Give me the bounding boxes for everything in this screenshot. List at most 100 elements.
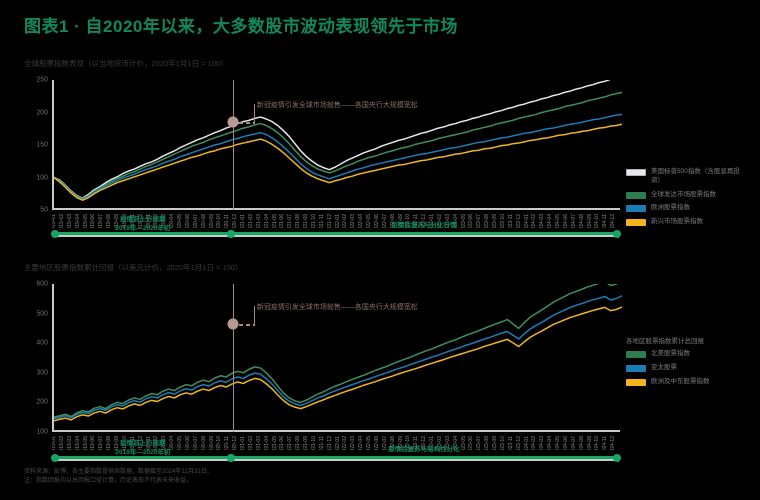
x-axis-tick-label: 2019-01: [52, 436, 57, 450]
event-connector: [238, 122, 255, 124]
y-axis-tick-label: 250: [36, 76, 48, 84]
x-axis-tick-label: 2021-03: [255, 214, 262, 228]
x-axis-tick-label: 2021-04: [263, 214, 270, 228]
legend-item[interactable]: 美国标普500指数（含股息再投资）: [626, 168, 747, 186]
x-axis-tick-label: 2022-05: [366, 214, 372, 228]
x-axis-tick-label: 2024-04: [547, 436, 554, 450]
event-label: 新冠疫情引发全球市场抛售——各国央行大规模宽松: [256, 304, 418, 311]
timeline-label-line-2: 2019年—2020年初: [115, 224, 171, 232]
x-axis-tick-label: 2020-05: [177, 214, 183, 228]
panel-subtitle: 主要地区股票指数累计回报（以美元计价，2020年1月1日 = 100）: [24, 263, 243, 272]
legend-item-label: 全球发达市场股票指数: [651, 190, 716, 198]
x-axis-tick-label: 2022-06: [373, 214, 380, 228]
timeline-track: [54, 456, 231, 459]
timeline-end-cap: [613, 453, 622, 462]
x-axis-tick-label: 2021-12: [326, 214, 333, 228]
legend-item[interactable]: 北美股票指数: [626, 350, 710, 359]
event-marker-dot: [227, 116, 239, 128]
x-axis-tick-label: 2020-06: [184, 436, 191, 450]
swatch-yellow: [626, 219, 646, 227]
x-axis-tick-label: 2024-07: [570, 214, 577, 228]
y-axis-tick-label: 200: [36, 398, 48, 406]
event-vertical-line: [232, 80, 235, 210]
timeline-label: 疫情前上行周期 2019年—2020年初: [115, 216, 170, 234]
x-axis-tick-label: 2024-06: [562, 436, 569, 450]
plot-area: 600 500 400 300 200 100 新冠疫情引发全球市场抛售——各国央行大规模宽…: [36, 281, 622, 436]
x-axis-tick-label: 2023-08: [484, 214, 491, 228]
x-axis-tick-label: 2021-09: [303, 214, 309, 228]
x-axis-tick-label: 2021-01: [240, 214, 246, 228]
y-axis-tick-label: 50: [40, 206, 48, 214]
y-axis-tick-label: 100: [36, 174, 48, 181]
x-axis-tick-label: 2019-01: [52, 214, 57, 228]
panel-subtitle: 全球股票指数表现（以当地货币计价，2020年1月1日 = 100）: [24, 59, 228, 68]
x-axis-tick-label: 2024-12: [610, 214, 617, 228]
x-axis-tick-label: 2019-08: [106, 214, 113, 228]
swatch-green: [626, 191, 646, 199]
event-riser-line: [253, 104, 256, 123]
x-axis-tick-label: 2022-07: [381, 214, 388, 228]
x-axis-tick-label: 2020-07: [192, 214, 199, 228]
swatch-blue: [626, 365, 646, 373]
legend-item[interactable]: 欧洲及中东股票指数: [626, 378, 710, 387]
x-axis-tick-label: 2021-11: [318, 436, 325, 450]
series-line: [54, 306, 622, 422]
y-axis-tick-label: 300: [36, 369, 48, 377]
x-axis-tick-label: 2020-12: [232, 436, 239, 450]
x-axis-tick-label: 2024-08: [578, 214, 585, 228]
x-axis-tick-label: 2019-03: [66, 214, 73, 228]
series-canvas: [54, 80, 622, 201]
swatch-green: [626, 351, 646, 359]
series-canvas: [54, 284, 622, 422]
event-marker-dot: [227, 318, 239, 330]
legend-item[interactable]: 欧洲股票指数: [626, 204, 747, 213]
timeline-label-line-1: 疫情前上行周期: [120, 216, 166, 223]
legend-item-label: 北美股票指数: [651, 350, 690, 358]
legend-item[interactable]: 亚太股票: [626, 364, 710, 373]
legend-item-label: 亚太股票: [651, 364, 677, 372]
series-line: [54, 80, 612, 200]
y-axis-tick-label: 500: [36, 310, 48, 318]
x-axis-tick-label: 2020-06: [184, 214, 191, 228]
x-axis-tick-label: 2019-02: [58, 436, 65, 450]
legend-title: 各地区股票指数累计总回报: [626, 338, 704, 345]
x-axis-tick-label: 2021-02: [247, 214, 254, 228]
timeline-start-cap: [226, 229, 235, 238]
timeline-start-cap: [226, 453, 235, 462]
x-axis-tick-label: 2024-05: [555, 214, 561, 228]
x-axis-tick-label: 2023-12: [515, 214, 522, 228]
x-axis-tick-label: 2023-10: [499, 214, 506, 228]
x-axis-tick-label: 2023-10: [499, 436, 506, 450]
y-axis-tick-label: 150: [36, 141, 48, 149]
timeline-start-cap: [50, 453, 59, 462]
x-axis-tick-label: 2021-01: [240, 436, 246, 450]
footnote-line-1: 资料来源：彭博、各主要指数提供商数据，数据截至2024年12月31日。: [24, 469, 213, 475]
x-axis-tick-label: 2019-04: [74, 214, 81, 228]
timeline-label: 疫情后复苏与分化行情: [392, 222, 457, 231]
y-axis-tick-label: 200: [36, 109, 48, 116]
x-axis-tick-label: 2019-04: [74, 436, 81, 450]
plot-area: 250 200 150 100 50 新冠疫情引发全球市场抛售——各国央行大规模宽松: [36, 77, 622, 214]
x-axis-tick-label: 2020-04: [169, 436, 176, 450]
timeline-label-line-2: 2019年—2020年初: [115, 448, 171, 456]
legend-item-label: 欧洲股票指数: [651, 204, 690, 212]
legend-item-label: 欧洲及中东股票指数: [651, 377, 710, 385]
legend-item[interactable]: 新兴市场股票指数: [626, 218, 747, 227]
x-axis-tick-label: 2023-09: [492, 436, 498, 450]
legend-item[interactable]: 全球发达市场股票指数: [626, 191, 747, 200]
x-axis-tick-label: 2019-08: [106, 436, 113, 450]
event-connector: [238, 324, 255, 326]
series-line: [54, 123, 622, 201]
timeline-track: [230, 232, 618, 235]
x-axis-tick-label: 2021-03: [255, 436, 262, 450]
y-axis-tick-label: 100: [36, 428, 48, 436]
x-axis-tick-label: 2023-08: [484, 436, 491, 450]
timeline-rail: [52, 458, 620, 461]
footnote-line-2: 注：指数回报均以总回报口径计算，历史表现不代表未来收益。: [24, 478, 193, 484]
x-axis-tick-label: 2023-09: [492, 214, 498, 228]
timeline-label: 疫情前上行周期 2019年—2020年初: [115, 440, 170, 458]
x-axis-tick-label: 2020-04: [169, 214, 176, 228]
timeline-end-cap: [613, 229, 622, 238]
series-line: [54, 295, 622, 420]
x-axis-tick-label: 2024-06: [562, 214, 569, 228]
